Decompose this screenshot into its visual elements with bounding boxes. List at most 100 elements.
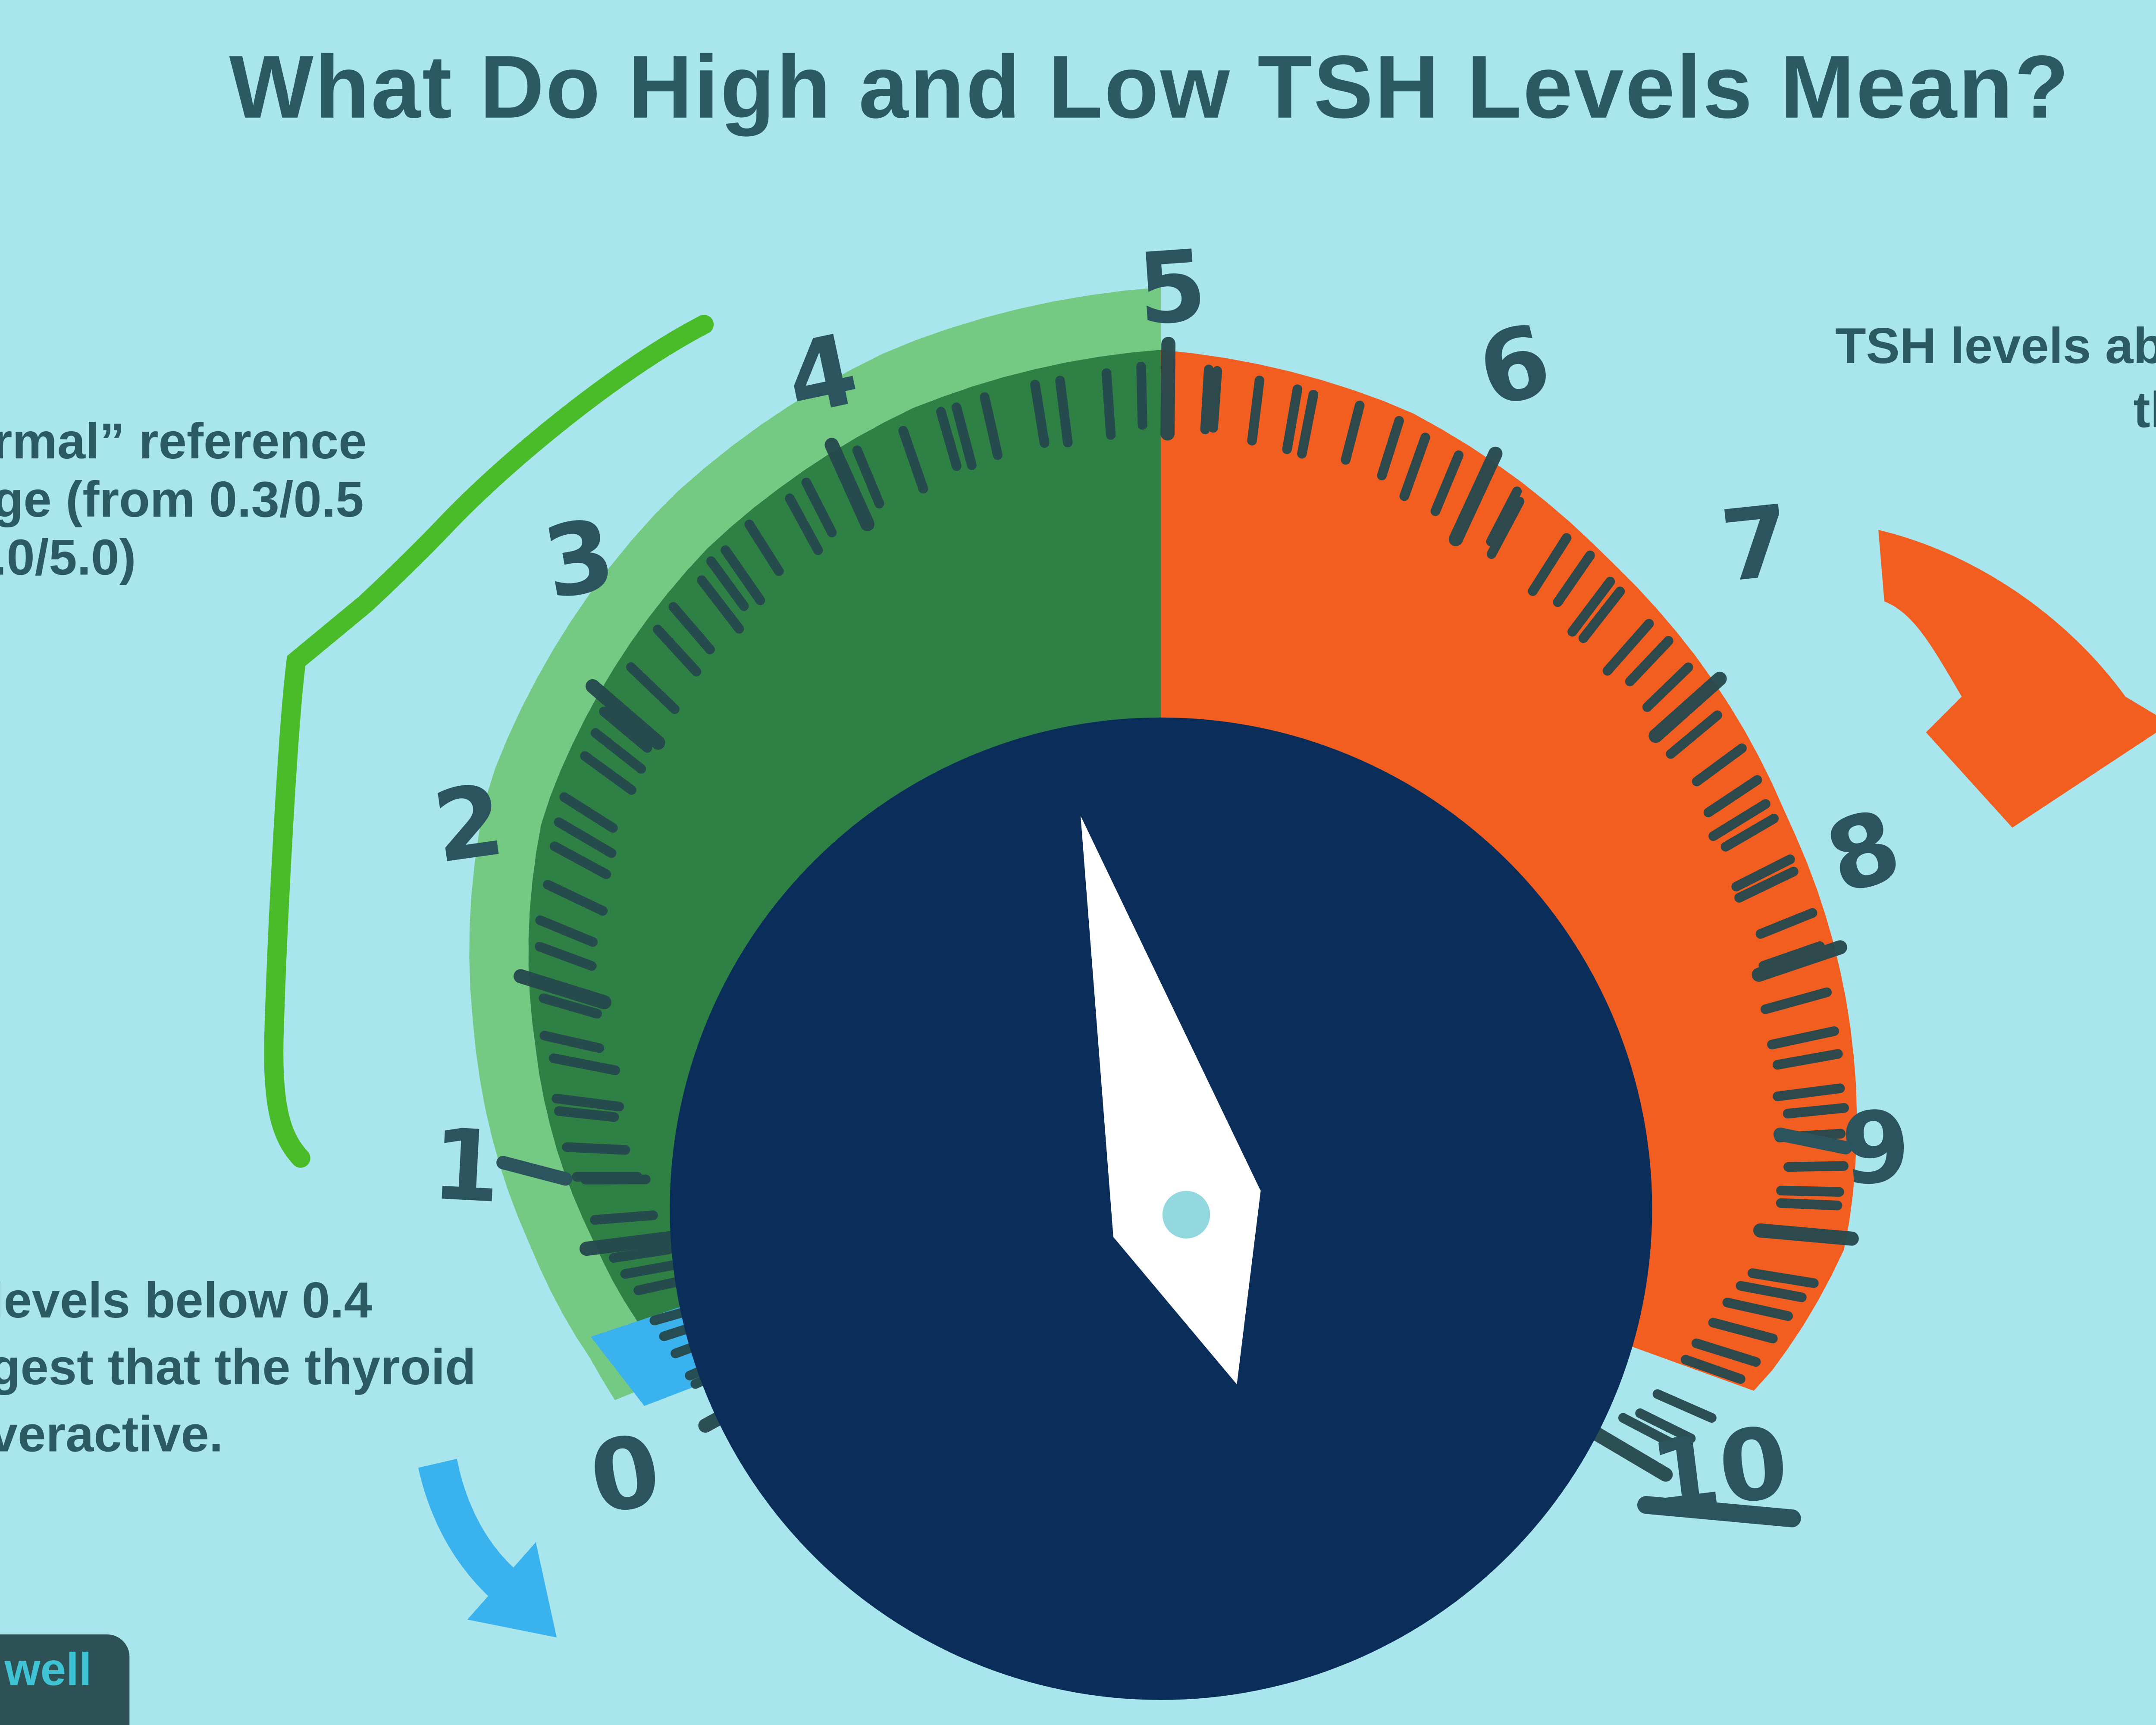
tick-minor (1377, 416, 1404, 480)
tick-minor (744, 519, 784, 576)
tick-minor (1720, 813, 1779, 852)
tick-minor (898, 426, 928, 494)
tick-minor (653, 624, 702, 677)
gauge-label-1: 1 (429, 1107, 503, 1225)
tick-minor (1553, 550, 1595, 607)
tick-minor (1625, 636, 1673, 687)
tick-minor (801, 477, 837, 537)
low-arrow-body (418, 1458, 515, 1599)
tick-minor (1486, 486, 1522, 546)
high-arrow (1878, 530, 2156, 828)
tick-minor (1652, 1389, 1717, 1423)
tick-minor (1030, 380, 1050, 448)
tick-minor (1722, 1298, 1793, 1321)
needle-hub (1162, 1191, 1210, 1239)
tick-minor (721, 545, 765, 605)
tick-minor (1528, 533, 1572, 596)
normal-range-bracket (264, 315, 714, 1168)
tick-minor (626, 662, 680, 714)
page-title: What Do High and Low TSH Levels Mean? (229, 37, 2071, 137)
tick-minor (1136, 361, 1147, 430)
tick-minor (548, 1053, 620, 1076)
tick-major-6 (1448, 446, 1503, 546)
tick-minor (549, 841, 611, 879)
tick-minor (1399, 433, 1430, 501)
tick-minor (1200, 364, 1214, 435)
tick-major-3 (586, 679, 665, 750)
tick-minor (1703, 775, 1762, 818)
tick-minor (1282, 384, 1303, 454)
dash-at-1 (496, 1156, 573, 1186)
tick-minor (554, 817, 617, 858)
reference-band-arc (469, 287, 1161, 1400)
tick-minor (1755, 908, 1818, 939)
tick-minor (1708, 1317, 1778, 1344)
tick-minor (1680, 1355, 1745, 1384)
tick-major-8 (1752, 940, 1847, 982)
tick-minor (785, 493, 823, 555)
tick-minor (1783, 1103, 1849, 1119)
tick-minor (980, 392, 1003, 460)
annotation-normal-range: rmal” reference ge (from 0.3/0.5 .0/5.0) (0, 414, 367, 587)
tick-minor (1758, 941, 1825, 971)
tick-minor (535, 941, 597, 971)
tick-minor (1731, 854, 1795, 892)
tick-minor (1602, 619, 1654, 676)
tick-minor (599, 706, 652, 753)
tick-minor (1776, 1186, 1844, 1197)
tick-minor (1341, 401, 1365, 465)
tick-minor (559, 792, 618, 833)
tick-minor (1734, 866, 1799, 903)
gauge-label-8: 8 (1813, 787, 1914, 917)
brand-logo-text: well (4, 1643, 92, 1696)
underline-10 (1637, 1496, 1801, 1527)
tick-minor (1666, 710, 1722, 759)
tick-minor (1618, 1413, 1679, 1449)
tick-minor (936, 407, 962, 471)
tick-minor (1208, 366, 1222, 433)
tick-minor (1776, 1198, 1843, 1211)
annotation-high-tsh: TSH levels above 5.0 sugg that the thyro… (1835, 318, 2156, 439)
tick-minor (852, 445, 884, 508)
tick-major-4 (824, 438, 875, 531)
tick-minor (620, 1258, 687, 1279)
tick-minor (543, 880, 608, 916)
tick-minor (539, 993, 602, 1019)
tick-minor (552, 1094, 624, 1112)
tick-minor (1772, 1049, 1843, 1070)
tick-minor (1578, 586, 1625, 643)
tick-minor (554, 1106, 619, 1122)
tick-minor (539, 1031, 604, 1053)
tick-minor (1691, 1338, 1761, 1367)
tick-minor (1486, 496, 1525, 559)
gauge-label-2: 2 (427, 762, 511, 885)
tick-minor (1747, 1268, 1819, 1288)
tick-minor (1055, 376, 1073, 448)
gauge-label-5: 5 (1134, 229, 1210, 347)
tick-major-7 (1648, 671, 1727, 743)
tick-minor (1708, 799, 1771, 841)
tick-major-1 (579, 1230, 686, 1256)
annotation-low-tsh: levels below 0.4 gest that the thyroid v… (0, 1273, 476, 1464)
tick-minor (668, 602, 715, 655)
dash-at-9 (1773, 1127, 1852, 1154)
tick-minor (580, 751, 636, 795)
tick-minor (608, 1245, 674, 1263)
tick-minor (1101, 368, 1116, 440)
tick-minor (562, 1142, 630, 1155)
tick-minor (1297, 389, 1319, 459)
tick-minor (1567, 577, 1615, 637)
tick-minor (1692, 743, 1747, 787)
tick-minor (1736, 1281, 1807, 1302)
tick-minor (1430, 450, 1463, 516)
tick-minor (590, 1210, 658, 1225)
tick-minor (590, 728, 646, 774)
gauge-label-0: 0 (582, 1412, 669, 1537)
tick-minor (1247, 376, 1265, 445)
tick-minor (1767, 1026, 1839, 1050)
gauge-label-7: 7 (1716, 483, 1796, 604)
tick-major-5 (1160, 336, 1176, 441)
